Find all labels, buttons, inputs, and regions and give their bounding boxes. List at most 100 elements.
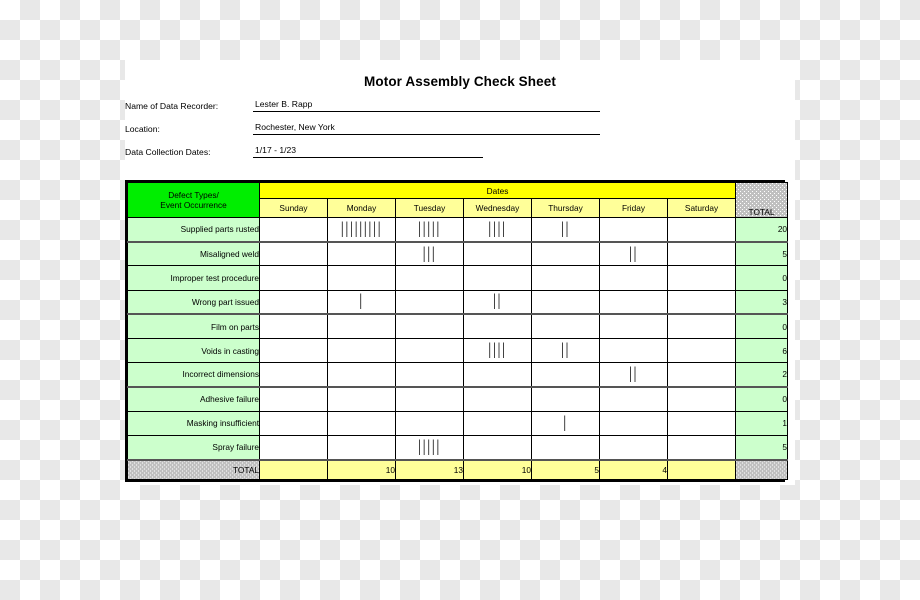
- row-total: 0: [735, 386, 789, 412]
- field-row-location: Location: Rochester, New York: [125, 120, 795, 135]
- tally-cell-wednesday[interactable]: ||: [463, 289, 532, 316]
- tally-cell-saturday[interactable]: [666, 386, 737, 412]
- tally-cell-wednesday[interactable]: ||||: [463, 337, 532, 364]
- check-sheet-table-frame: Defect Types/ Event Occurrence Dates TOT…: [125, 180, 789, 482]
- tally-cell-tuesday[interactable]: [395, 337, 464, 364]
- tally-marks: ||: [492, 292, 503, 311]
- tally-cell-friday[interactable]: [599, 434, 668, 461]
- tally-cell-friday[interactable]: [599, 337, 668, 364]
- field-value-location[interactable]: Rochester, New York: [253, 122, 600, 135]
- tally-cell-monday[interactable]: [327, 241, 396, 267]
- tally-cell-sunday[interactable]: [259, 313, 328, 339]
- tally-cell-monday[interactable]: |||||||||: [327, 216, 396, 243]
- tally-cell-wednesday[interactable]: [463, 265, 532, 291]
- tally-cell-tuesday[interactable]: [395, 362, 464, 388]
- header-defect-types: Defect Types/ Event Occurrence: [127, 182, 260, 218]
- tally-cell-sunday[interactable]: [259, 216, 328, 243]
- tally-cell-monday[interactable]: [327, 410, 396, 436]
- header-day-wednesday: Wednesday: [463, 198, 532, 218]
- grand-total: [735, 459, 789, 480]
- tally-cell-tuesday[interactable]: [395, 386, 464, 412]
- tally-marks: |||||: [417, 437, 441, 456]
- tally-cell-sunday[interactable]: [259, 289, 328, 316]
- tally-cell-sunday[interactable]: [259, 241, 328, 267]
- table-row: Adhesive failure 0: [127, 386, 789, 412]
- tally-marks: |||||: [417, 219, 441, 238]
- tally-marks: ||: [628, 244, 639, 263]
- tally-cell-thursday[interactable]: |: [531, 410, 600, 436]
- tally-cell-monday[interactable]: [327, 386, 396, 412]
- tally-cell-saturday[interactable]: [666, 410, 737, 436]
- tally-cell-tuesday[interactable]: [395, 313, 464, 339]
- tally-cell-wednesday[interactable]: [463, 410, 532, 436]
- row-label-defect: Spray failure: [127, 434, 260, 461]
- field-value-recorder[interactable]: Lester B. Rapp: [253, 99, 600, 112]
- tally-cell-thursday[interactable]: [531, 362, 600, 388]
- tally-cell-wednesday[interactable]: [463, 362, 532, 388]
- tally-cell-thursday[interactable]: ||: [531, 337, 600, 364]
- tally-cell-monday[interactable]: |: [327, 289, 396, 316]
- tally-marks: ||: [560, 219, 571, 238]
- totals-row: TOTAL 10 13 10 5 4: [127, 459, 789, 480]
- tally-cell-friday[interactable]: [599, 216, 668, 243]
- tally-cell-sunday[interactable]: [259, 386, 328, 412]
- tally-cell-sunday[interactable]: [259, 337, 328, 364]
- tally-cell-saturday[interactable]: [666, 434, 737, 461]
- tally-cell-friday[interactable]: ||: [599, 241, 668, 267]
- tally-cell-friday[interactable]: [599, 265, 668, 291]
- tally-cell-friday[interactable]: ||: [599, 362, 668, 388]
- field-value-dates[interactable]: 1/17 - 1/23: [253, 145, 483, 158]
- tally-cell-sunday[interactable]: [259, 434, 328, 461]
- tally-cell-thursday[interactable]: [531, 289, 600, 316]
- tally-cell-friday[interactable]: [599, 410, 668, 436]
- tally-cell-tuesday[interactable]: [395, 410, 464, 436]
- tally-marks: |: [359, 292, 364, 311]
- tally-cell-saturday[interactable]: [666, 337, 737, 364]
- tally-cell-saturday[interactable]: [666, 241, 737, 267]
- tally-cell-wednesday[interactable]: ||||: [463, 216, 532, 243]
- tally-cell-tuesday[interactable]: |||||: [395, 216, 464, 243]
- tally-cell-wednesday[interactable]: [463, 241, 532, 267]
- tally-cell-thursday[interactable]: [531, 265, 600, 291]
- tally-cell-thursday[interactable]: ||: [531, 216, 600, 243]
- tally-cell-friday[interactable]: [599, 289, 668, 316]
- tally-cell-friday[interactable]: [599, 386, 668, 412]
- tally-cell-tuesday[interactable]: |||: [395, 241, 464, 267]
- tally-cell-tuesday[interactable]: |||||: [395, 434, 464, 461]
- tally-cell-saturday[interactable]: [666, 216, 737, 243]
- tally-cell-sunday[interactable]: [259, 410, 328, 436]
- tally-cell-monday[interactable]: [327, 265, 396, 291]
- document-header: Motor Assembly Check Sheet Name of Data …: [125, 62, 795, 168]
- tally-cell-wednesday[interactable]: [463, 313, 532, 339]
- table-row: Misaligned weld ||| || 5: [127, 241, 789, 267]
- row-total: 0: [735, 265, 789, 291]
- tally-cell-tuesday[interactable]: [395, 289, 464, 316]
- tally-cell-wednesday[interactable]: [463, 386, 532, 412]
- tally-cell-friday[interactable]: [599, 313, 668, 339]
- tally-cell-thursday[interactable]: [531, 434, 600, 461]
- tally-cell-monday[interactable]: [327, 313, 396, 339]
- tally-cell-tuesday[interactable]: [395, 265, 464, 291]
- row-total: 20: [735, 216, 789, 243]
- tally-marks: ||||: [488, 340, 507, 360]
- tally-cell-monday[interactable]: [327, 434, 396, 461]
- tally-marks: ||: [628, 364, 639, 384]
- row-total: 5: [735, 434, 789, 461]
- header-defect-line1: Defect Types/: [168, 189, 219, 200]
- tally-cell-sunday[interactable]: [259, 362, 328, 388]
- tally-cell-monday[interactable]: [327, 362, 396, 388]
- tally-cell-wednesday[interactable]: [463, 434, 532, 461]
- tally-cell-saturday[interactable]: [666, 265, 737, 291]
- tally-cell-saturday[interactable]: [666, 313, 737, 339]
- tally-cell-thursday[interactable]: [531, 386, 600, 412]
- tally-cell-thursday[interactable]: [531, 241, 600, 267]
- tally-cell-saturday[interactable]: [666, 362, 737, 388]
- tally-cell-sunday[interactable]: [259, 265, 328, 291]
- tally-cell-saturday[interactable]: [666, 289, 737, 316]
- tally-cell-thursday[interactable]: [531, 313, 600, 339]
- header-day-friday: Friday: [599, 198, 668, 218]
- row-label-defect: Adhesive failure: [127, 386, 260, 412]
- row-label-defect: Wrong part issued: [127, 289, 260, 316]
- tally-cell-monday[interactable]: [327, 337, 396, 364]
- row-label-defect: Supplied parts rusted: [127, 216, 260, 243]
